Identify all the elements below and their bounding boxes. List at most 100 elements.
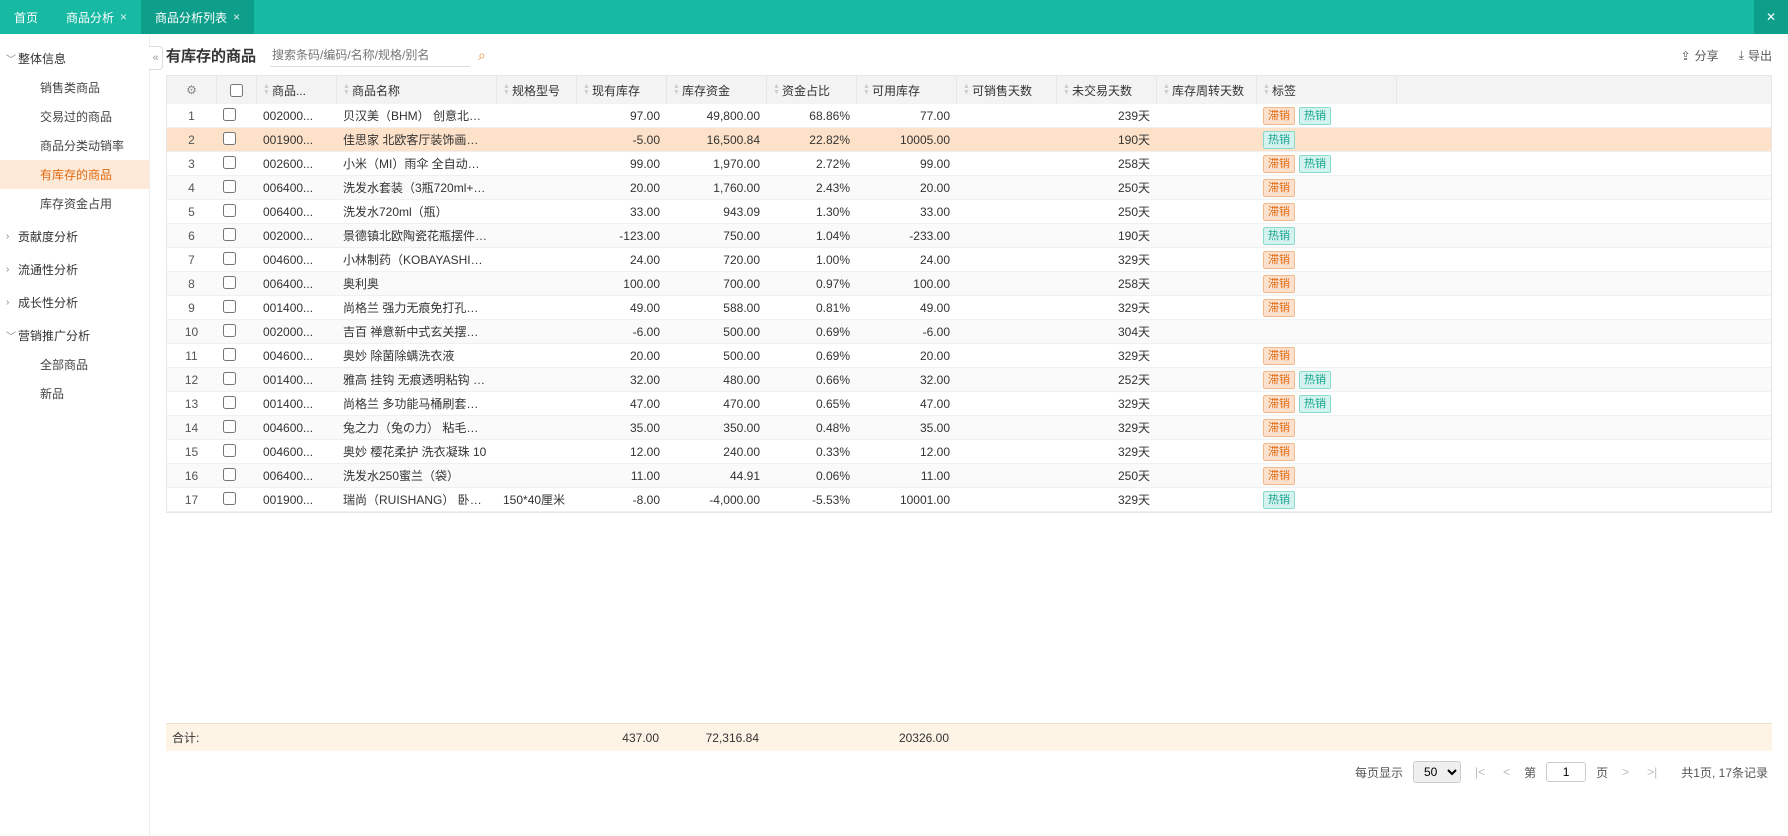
nav-group-label: 流通性分析 <box>18 261 78 278</box>
last-page-button[interactable]: >| <box>1643 765 1661 779</box>
col-header-name[interactable]: ▲▼商品名称 <box>337 76 497 104</box>
nav-item-0-0[interactable]: 销售类商品 <box>0 73 149 102</box>
close-icon[interactable]: × <box>233 10 240 24</box>
cell-checkbox <box>217 156 257 172</box>
chevron-right-icon: › <box>6 264 9 275</box>
row-checkbox[interactable] <box>223 108 236 121</box>
search-icon[interactable]: ⌕ <box>478 47 486 64</box>
sidebar: « ﹀整体信息销售类商品交易过的商品商品分类动销率有库存的商品库存资金占用›贡献… <box>0 34 150 836</box>
nav-item-0-3[interactable]: 有库存的商品 <box>0 160 149 189</box>
sort-icon: ▲▼ <box>963 84 970 96</box>
close-icon[interactable]: × <box>120 10 127 24</box>
col-header-stock[interactable]: ▲▼现有库存 <box>577 76 667 104</box>
export-button[interactable]: ⤓ 导出 <box>1739 47 1772 64</box>
table-row[interactable]: 1002000...贝汉美（BHM） 创意北欧饰97.0049,800.0068… <box>167 104 1771 128</box>
cell-stock-value: 500.00 <box>667 349 767 363</box>
table-settings-button[interactable]: ⚙ <box>167 76 217 104</box>
cell-avail-stock: 24.00 <box>857 253 957 267</box>
row-checkbox[interactable] <box>223 300 236 313</box>
page-input[interactable] <box>1546 762 1586 782</box>
search-input[interactable] <box>270 44 470 67</box>
row-checkbox[interactable] <box>223 156 236 169</box>
col-header-sale_days[interactable]: ▲▼可销售天数 <box>957 76 1057 104</box>
row-checkbox[interactable] <box>223 180 236 193</box>
row-checkbox[interactable] <box>223 348 236 361</box>
table-row[interactable]: 8006400...奥利奥100.00700.000.97%100.00258天… <box>167 272 1771 296</box>
tab-2[interactable]: 商品分析列表× <box>141 0 254 34</box>
cell-no-tx-days: 258天 <box>1057 275 1157 292</box>
sidebar-collapse-button[interactable]: « <box>149 46 163 70</box>
cell-no-tx-days: 252天 <box>1057 371 1157 388</box>
col-header-value_pct[interactable]: ▲▼资金占比 <box>767 76 857 104</box>
page-size-select[interactable]: 50 <box>1413 761 1461 783</box>
nav-group-4[interactable]: ﹀营销推广分析 <box>0 321 149 350</box>
cell-stock: 20.00 <box>577 349 667 363</box>
col-header-turnover_days[interactable]: ▲▼库存周转天数 <box>1157 76 1257 104</box>
cell-checkbox <box>217 180 257 196</box>
table-row[interactable]: 6002000...景德镇北欧陶瓷花瓶摆件 优-123.00750.001.04… <box>167 224 1771 248</box>
nav-group-3[interactable]: ›成长性分析 <box>0 288 149 317</box>
table-row[interactable]: 9001400...尚格兰 强力无痕免打孔浴室49.00588.000.81%4… <box>167 296 1771 320</box>
row-checkbox[interactable] <box>223 132 236 145</box>
col-header-code[interactable]: ▲▼商品... <box>257 76 337 104</box>
tab-1[interactable]: 商品分析× <box>52 0 141 34</box>
table-row[interactable]: 15004600...奥妙 樱花柔护 洗衣凝珠 1012.00240.000.3… <box>167 440 1771 464</box>
row-checkbox[interactable] <box>223 204 236 217</box>
table-row[interactable]: 7004600...小林制药（KOBAYASHI） E24.00720.001.… <box>167 248 1771 272</box>
tab-0[interactable]: 首页 <box>0 0 52 34</box>
row-checkbox[interactable] <box>223 420 236 433</box>
cell-no-tx-days: 250天 <box>1057 179 1157 196</box>
col-header-tags[interactable]: ▲▼标签 <box>1257 76 1397 104</box>
table-row[interactable]: 10002000...吉百 禅意新中式玄关摆件套-6.00500.000.69%… <box>167 320 1771 344</box>
cell-name: 佳思家 北欧客厅装饰画卧室 <box>337 131 497 148</box>
table-row[interactable]: 4006400...洗发水套装（3瓶720ml+1）20.001,760.002… <box>167 176 1771 200</box>
table-row[interactable]: 5006400...洗发水720ml（瓶）33.00943.091.30%33.… <box>167 200 1771 224</box>
cell-code: 002000... <box>257 229 337 243</box>
col-header-avail_stock[interactable]: ▲▼可用库存 <box>857 76 957 104</box>
table-row[interactable]: 14004600...兔之力（兔の力） 粘毛器粘35.00350.000.48%… <box>167 416 1771 440</box>
col-header-stock_value[interactable]: ▲▼库存资金 <box>667 76 767 104</box>
cell-name: 洗发水720ml（瓶） <box>337 203 497 220</box>
table-row[interactable]: 2001900...佳思家 北欧客厅装饰画卧室-5.0016,500.8422.… <box>167 128 1771 152</box>
nav-item-4-1[interactable]: 新品 <box>0 379 149 408</box>
share-icon: ⇪ <box>1681 49 1691 63</box>
nav-item-4-0[interactable]: 全部商品 <box>0 350 149 379</box>
share-button[interactable]: ⇪ 分享 <box>1681 47 1719 64</box>
nav-group-1[interactable]: ›贡献度分析 <box>0 222 149 251</box>
nav-item-0-2[interactable]: 商品分类动销率 <box>0 131 149 160</box>
row-checkbox[interactable] <box>223 372 236 385</box>
col-header-spec[interactable]: ▲▼规格型号 <box>497 76 577 104</box>
cell-tags: 滞销 <box>1257 467 1397 485</box>
nav-item-0-1[interactable]: 交易过的商品 <box>0 102 149 131</box>
tab-label: 首页 <box>14 9 38 26</box>
table-row[interactable]: 11004600...奥妙 除菌除螨洗衣液20.00500.000.69%20.… <box>167 344 1771 368</box>
table-row[interactable]: 3002600...小米（MI）雨伞 全自动折叠99.001,970.002.7… <box>167 152 1771 176</box>
cell-avail-stock: 33.00 <box>857 205 957 219</box>
cell-checkbox <box>217 492 257 508</box>
table-row[interactable]: 16006400...洗发水250蜜兰（袋）11.0044.910.06%11.… <box>167 464 1771 488</box>
row-checkbox[interactable] <box>223 468 236 481</box>
table-row[interactable]: 17001900...瑞尚（RUISHANG） 卧室客150*40厘米-8.00… <box>167 488 1771 512</box>
nav-group-2[interactable]: › 流通性分析 <box>0 255 149 284</box>
row-checkbox[interactable] <box>223 276 236 289</box>
row-checkbox[interactable] <box>223 252 236 265</box>
row-checkbox[interactable] <box>223 444 236 457</box>
checkbox[interactable] <box>230 84 243 97</box>
table-row[interactable]: 12001400...雅高 挂钩 无痕透明粘钩 强力32.00480.000.6… <box>167 368 1771 392</box>
cell-name: 小林制药（KOBAYASHI） E <box>337 251 497 268</box>
row-checkbox[interactable] <box>223 228 236 241</box>
col-header-no_tx_days[interactable]: ▲▼未交易天数 <box>1057 76 1157 104</box>
nav-item-0-4[interactable]: 库存资金占用 <box>0 189 149 218</box>
row-checkbox[interactable] <box>223 396 236 409</box>
table-row[interactable]: 13001400...尚格兰 多功能马桶刷套装 马47.00470.000.65… <box>167 392 1771 416</box>
nav-group-0[interactable]: ﹀整体信息 <box>0 44 149 73</box>
prev-page-button[interactable]: < <box>1499 765 1514 779</box>
row-checkbox[interactable] <box>223 324 236 337</box>
cell-avail-stock: 32.00 <box>857 373 957 387</box>
first-page-button[interactable]: |< <box>1471 765 1489 779</box>
close-all-tabs-button[interactable]: ✕ <box>1754 0 1788 34</box>
next-page-button[interactable]: > <box>1618 765 1633 779</box>
row-checkbox[interactable] <box>223 492 236 505</box>
page-size-label: 每页显示 <box>1355 764 1403 781</box>
select-all-checkbox[interactable] <box>217 76 257 104</box>
